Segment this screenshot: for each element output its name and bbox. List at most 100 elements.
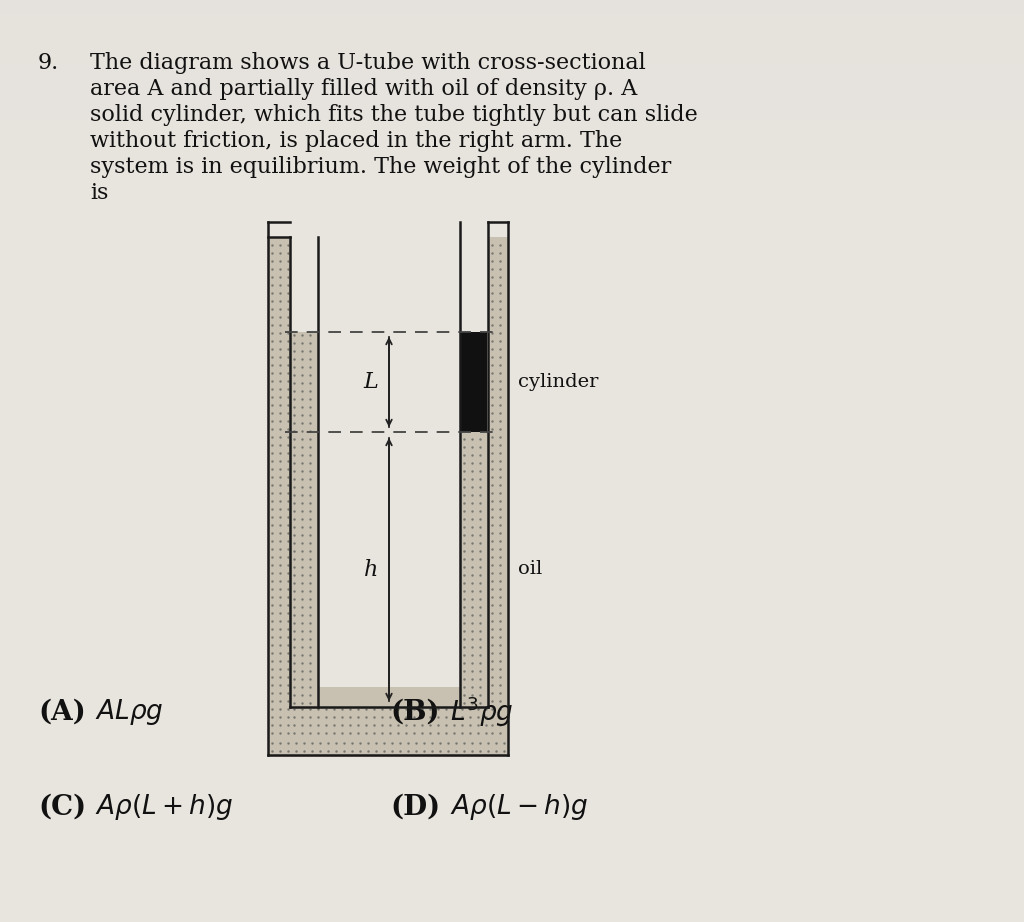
Point <box>271 278 288 292</box>
Point <box>492 445 508 460</box>
Point <box>350 710 367 725</box>
Point <box>462 717 478 732</box>
Point <box>397 726 414 740</box>
Point <box>472 575 488 590</box>
Point <box>464 503 480 518</box>
Point <box>310 702 327 716</box>
Point <box>302 416 318 431</box>
Point <box>311 744 328 759</box>
Point <box>319 736 336 751</box>
Point <box>464 592 480 607</box>
Point <box>271 638 288 653</box>
Bar <box>0 185 1024 190</box>
Bar <box>488 237 508 737</box>
Point <box>294 503 310 518</box>
Point <box>390 726 407 740</box>
Point <box>483 686 500 701</box>
Point <box>472 744 488 759</box>
Point <box>483 486 500 501</box>
Point <box>470 726 486 740</box>
Point <box>286 423 302 438</box>
Point <box>344 736 360 751</box>
Point <box>430 710 446 725</box>
Point <box>271 558 288 573</box>
Point <box>374 702 390 716</box>
Point <box>264 744 281 759</box>
Point <box>302 384 318 398</box>
Point <box>280 486 296 501</box>
Point <box>286 640 302 655</box>
Point <box>492 478 508 492</box>
Text: $A\rho(L-h)g$: $A\rho(L-h)g$ <box>450 792 588 822</box>
Point <box>336 744 352 759</box>
Point <box>483 493 500 508</box>
Point <box>326 702 342 716</box>
Point <box>286 664 302 679</box>
Point <box>280 373 296 388</box>
Point <box>271 717 288 732</box>
Point <box>492 462 508 477</box>
Point <box>280 606 296 621</box>
Point <box>454 702 470 716</box>
Point <box>464 527 480 542</box>
Point <box>302 455 318 470</box>
Point <box>280 293 296 308</box>
Point <box>264 669 281 684</box>
Point <box>456 455 472 470</box>
Point <box>397 717 414 732</box>
Point <box>264 390 281 405</box>
Point <box>271 710 288 725</box>
Point <box>280 614 296 629</box>
Point <box>271 269 288 284</box>
Point <box>376 736 392 751</box>
Point <box>280 590 296 605</box>
Point <box>302 536 318 550</box>
Point <box>408 744 424 759</box>
Point <box>271 693 288 708</box>
Point <box>472 695 488 710</box>
Point <box>271 582 288 597</box>
Point <box>438 726 455 740</box>
Point <box>328 736 344 751</box>
Point <box>264 438 281 453</box>
Point <box>302 671 318 686</box>
Point <box>326 710 342 725</box>
Point <box>264 702 281 716</box>
Point <box>445 717 462 732</box>
Bar <box>0 0 1024 5</box>
Point <box>438 710 455 725</box>
Point <box>294 520 310 535</box>
Point <box>483 358 500 372</box>
Point <box>264 621 281 636</box>
Point <box>487 736 504 751</box>
Point <box>483 245 500 260</box>
Point <box>280 445 296 460</box>
Point <box>271 702 288 716</box>
Bar <box>0 75 1024 80</box>
Bar <box>290 707 488 737</box>
Point <box>264 334 281 349</box>
Point <box>294 327 310 342</box>
Point <box>280 510 296 525</box>
Point <box>286 520 302 535</box>
Point <box>271 606 288 621</box>
Point <box>483 717 500 732</box>
Point <box>456 496 472 511</box>
Text: system is in equilibrium. The weight of the cylinder: system is in equilibrium. The weight of … <box>90 156 672 178</box>
Point <box>264 502 281 516</box>
Point <box>264 541 281 556</box>
Point <box>342 710 358 725</box>
Point <box>317 710 334 725</box>
Point <box>264 366 281 381</box>
Point <box>294 671 310 686</box>
Point <box>336 736 352 751</box>
Bar <box>0 65 1024 70</box>
Point <box>294 717 310 732</box>
Point <box>280 534 296 549</box>
Point <box>334 717 350 732</box>
Point <box>492 693 508 708</box>
Point <box>271 744 288 759</box>
Point <box>286 592 302 607</box>
Point <box>464 560 480 574</box>
Point <box>271 614 288 629</box>
